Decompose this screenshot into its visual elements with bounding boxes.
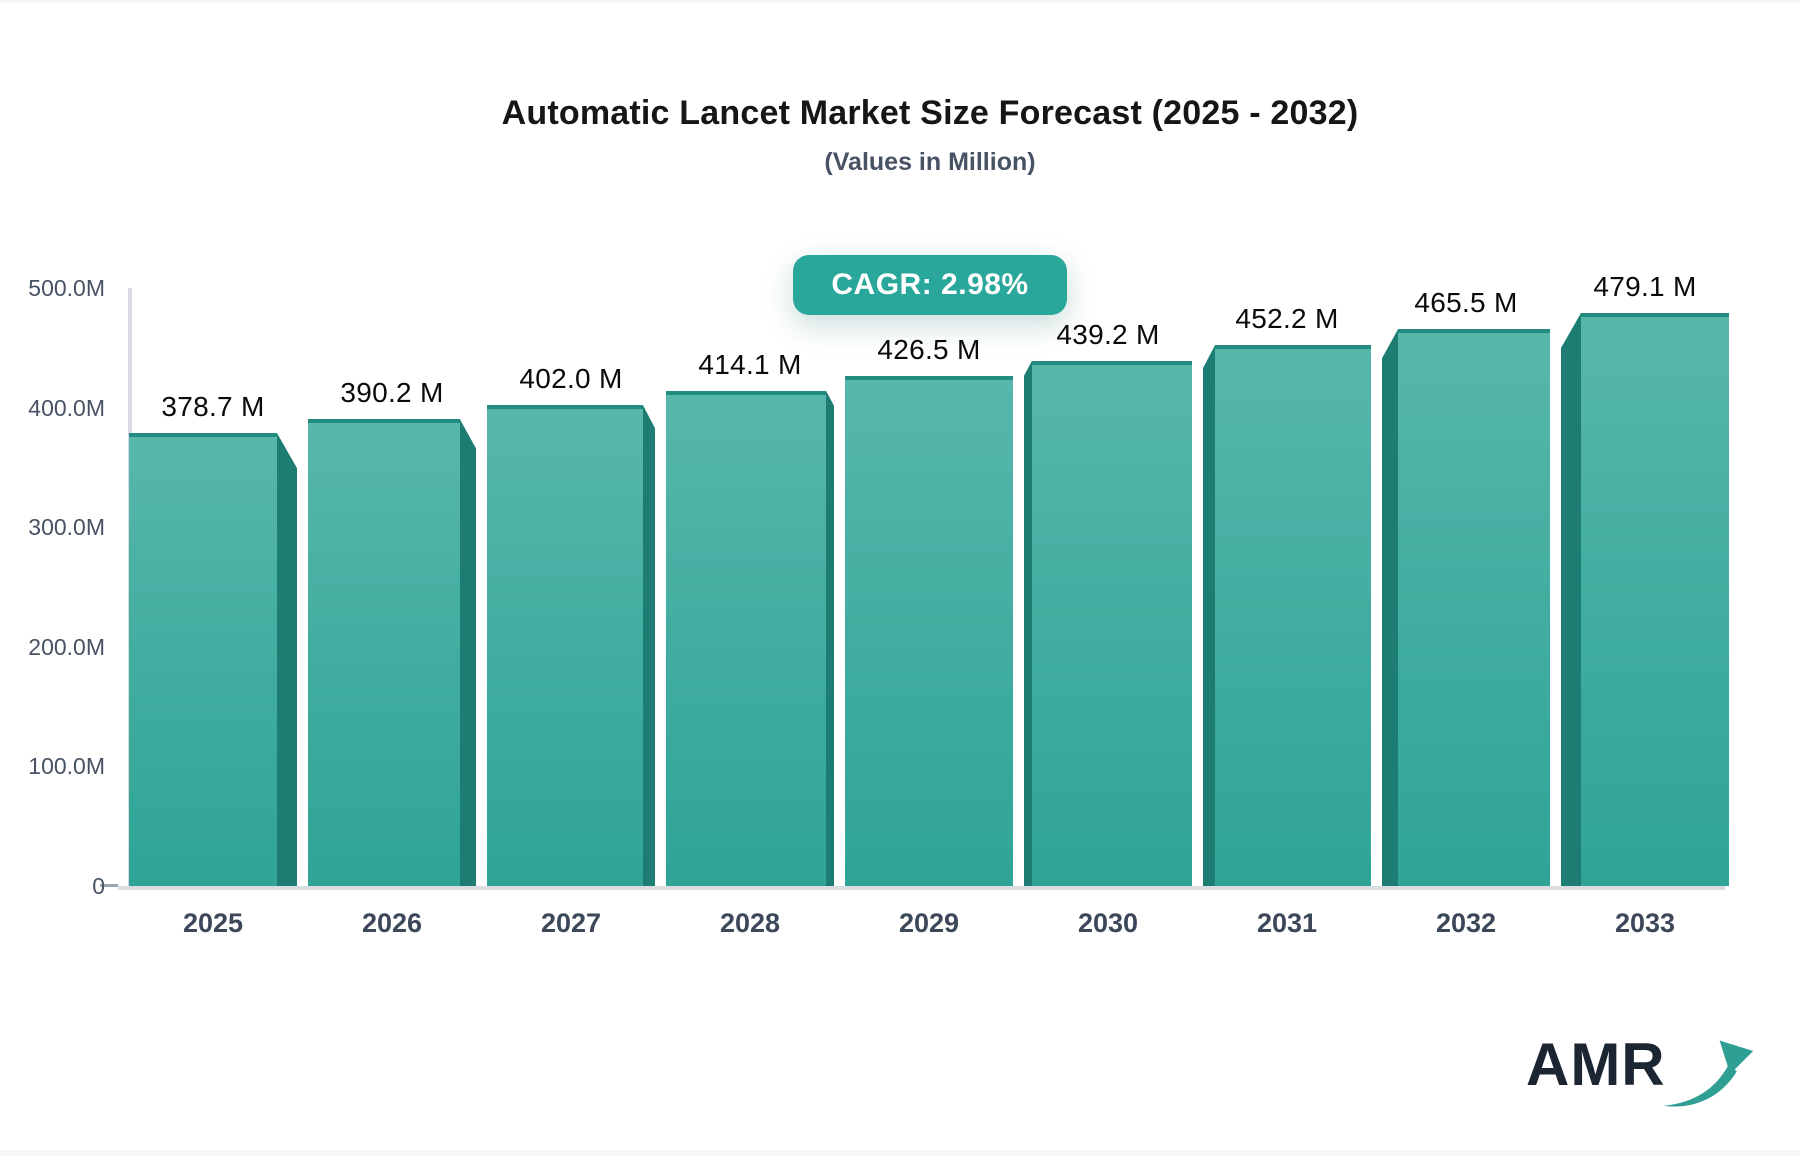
bar-side bbox=[1561, 313, 1581, 886]
chart-subtitle: (Values in Million) bbox=[824, 148, 1036, 176]
x-tick-label-2029: 2029 bbox=[898, 908, 960, 938]
bar-value-label: 414.1 M bbox=[698, 348, 802, 380]
bar-side bbox=[1024, 360, 1032, 886]
x-tick-label-2032: 2032 bbox=[1435, 908, 1497, 938]
bar-side bbox=[826, 390, 834, 886]
chart-title: Automatic Lancet Market Size Forecast (2… bbox=[501, 94, 1359, 132]
y-tick-label: 100.0M bbox=[28, 753, 105, 780]
x-tick-label-2031: 2031 bbox=[1256, 908, 1318, 938]
top-edge-strip bbox=[0, 0, 1800, 3]
bar-2030 bbox=[1024, 360, 1192, 886]
bar-2028 bbox=[666, 390, 834, 886]
bar-face bbox=[129, 433, 277, 886]
bar-face bbox=[487, 405, 643, 886]
bar-face bbox=[1215, 345, 1371, 886]
bar-2026 bbox=[308, 419, 476, 886]
bar-face bbox=[666, 390, 826, 886]
y-tick-label: 0 bbox=[92, 873, 105, 899]
bar-value-label: 426.5 M bbox=[877, 333, 981, 365]
y-tick-label: 500.0M bbox=[28, 275, 105, 301]
cagr-badge: CAGR: 2.98% bbox=[793, 255, 1067, 315]
x-tick-label-2028: 2028 bbox=[719, 908, 781, 938]
bars-layer: 378.7 M 390.2 M 402.0 M 414.1 M 426.5 M 439.2… bbox=[129, 271, 1730, 886]
cagr-badge-band: CAGR: 2.98% bbox=[130, 255, 1730, 315]
bar-side bbox=[460, 419, 476, 886]
bar-value-label: 465.5 M bbox=[1414, 287, 1518, 319]
bar-face bbox=[1032, 360, 1192, 886]
bar-side bbox=[1203, 345, 1215, 886]
y-tick-label: 200.0M bbox=[28, 633, 105, 660]
bar-side bbox=[277, 433, 297, 886]
bar-value-label: 439.2 M bbox=[1056, 318, 1160, 350]
zero-tick-mark bbox=[100, 884, 118, 887]
bar-value-label: 479.1 M bbox=[1593, 271, 1697, 302]
bar-value-label: 390.2 M bbox=[340, 377, 444, 409]
amr-logo: AMR bbox=[1526, 1032, 1758, 1119]
bar-side bbox=[1382, 329, 1398, 886]
bar-2031 bbox=[1203, 345, 1371, 886]
growth-arrow-icon bbox=[1663, 1032, 1758, 1119]
bar-2027 bbox=[487, 405, 655, 886]
x-axis-line bbox=[118, 886, 1725, 890]
bar-2029 bbox=[845, 375, 1013, 886]
bottom-edge-strip bbox=[0, 1150, 1800, 1156]
bar-face bbox=[1398, 329, 1550, 886]
x-tick-label-2026: 2026 bbox=[361, 908, 423, 938]
y-tick-label: 300.0M bbox=[28, 514, 105, 541]
bar-face bbox=[308, 419, 460, 886]
x-tick-label-2033: 2033 bbox=[1614, 908, 1676, 938]
bar-2033 bbox=[1561, 313, 1729, 886]
bar-2025 bbox=[129, 433, 297, 886]
bar-face bbox=[845, 375, 1013, 886]
x-tick-label-2025: 2025 bbox=[182, 908, 244, 938]
bar-face bbox=[1581, 313, 1729, 886]
x-tick-label-2030: 2030 bbox=[1077, 908, 1139, 938]
bar-value-label: 378.7 M bbox=[161, 391, 265, 423]
amr-logo-text: AMR bbox=[1526, 1031, 1666, 1098]
x-tick-label-2027: 2027 bbox=[540, 908, 602, 938]
bar-2032 bbox=[1382, 329, 1550, 886]
bar-side bbox=[643, 405, 655, 886]
bar-value-label: 402.0 M bbox=[519, 363, 623, 395]
bar-value-label: 452.2 M bbox=[1235, 303, 1339, 335]
y-tick-label: 400.0M bbox=[28, 394, 105, 421]
